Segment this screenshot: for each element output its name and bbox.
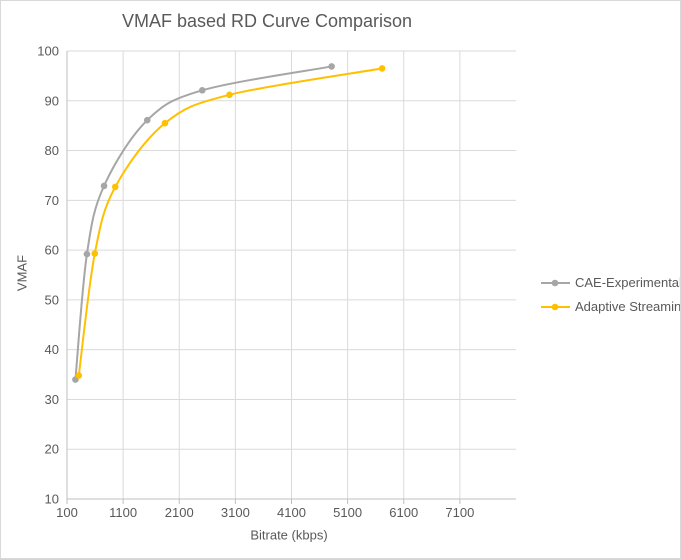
y-tick-label: 90 bbox=[45, 93, 59, 108]
x-tick-label: 4100 bbox=[277, 505, 306, 520]
y-tick-label: 80 bbox=[45, 143, 59, 158]
x-tick-label: 100 bbox=[56, 505, 78, 520]
x-axis-title: Bitrate (kbps) bbox=[250, 527, 328, 543]
legend-item-cae-experimental: CAE-Experimental bbox=[541, 275, 681, 290]
series-line-adaptive-streaming bbox=[77, 67, 384, 377]
chart-title: VMAF based RD Curve Comparison bbox=[121, 11, 413, 31]
y-tick-label: 50 bbox=[45, 292, 59, 307]
series-marker-adaptive-streaming bbox=[378, 65, 386, 72]
y-tick-label: 40 bbox=[45, 342, 59, 357]
series-marker-cae-experimental bbox=[328, 63, 335, 70]
legend: CAE-Experimental Adaptive Streaming bbox=[541, 275, 681, 314]
x-tick-label: 7100 bbox=[445, 505, 474, 520]
y-tick-label: 20 bbox=[45, 442, 59, 457]
series-marker-adaptive-streaming bbox=[91, 250, 99, 257]
y-tick-label: 100 bbox=[37, 44, 59, 59]
x-tick-label: 1100 bbox=[109, 505, 137, 520]
x-tick-label: 3100 bbox=[221, 505, 250, 520]
adaptive-series-swatch-icon bbox=[541, 303, 570, 310]
y-axis-title: VMAF bbox=[14, 254, 30, 292]
series-marker-adaptive-streaming bbox=[161, 119, 169, 127]
x-tick-label: 2100 bbox=[165, 505, 194, 520]
legend-item-adaptive-streaming: Adaptive Streaming bbox=[541, 299, 681, 314]
series-marker-adaptive-streaming bbox=[111, 183, 119, 191]
y-tick-label: 60 bbox=[45, 243, 59, 258]
series-marker-cae-experimental bbox=[143, 116, 151, 124]
series-marker-adaptive-streaming bbox=[226, 91, 233, 99]
legend-label-cae-experimental: CAE-Experimental bbox=[575, 275, 681, 290]
series-marker-cae-experimental bbox=[83, 250, 91, 258]
series-marker-cae-experimental bbox=[100, 182, 108, 190]
cae-series-swatch-icon bbox=[541, 279, 570, 286]
x-tick-label: 5100 bbox=[333, 505, 362, 520]
legend-label-adaptive-streaming: Adaptive Streaming bbox=[575, 299, 681, 314]
series-marker-cae-experimental bbox=[198, 87, 206, 94]
y-tick-label: 30 bbox=[45, 392, 59, 407]
x-tick-label: 6100 bbox=[389, 505, 418, 520]
y-tick-label: 70 bbox=[45, 193, 59, 208]
series-marker-adaptive-streaming bbox=[75, 372, 83, 379]
series-line-cae-experimental bbox=[74, 65, 333, 381]
y-tick-label: 10 bbox=[45, 492, 59, 507]
